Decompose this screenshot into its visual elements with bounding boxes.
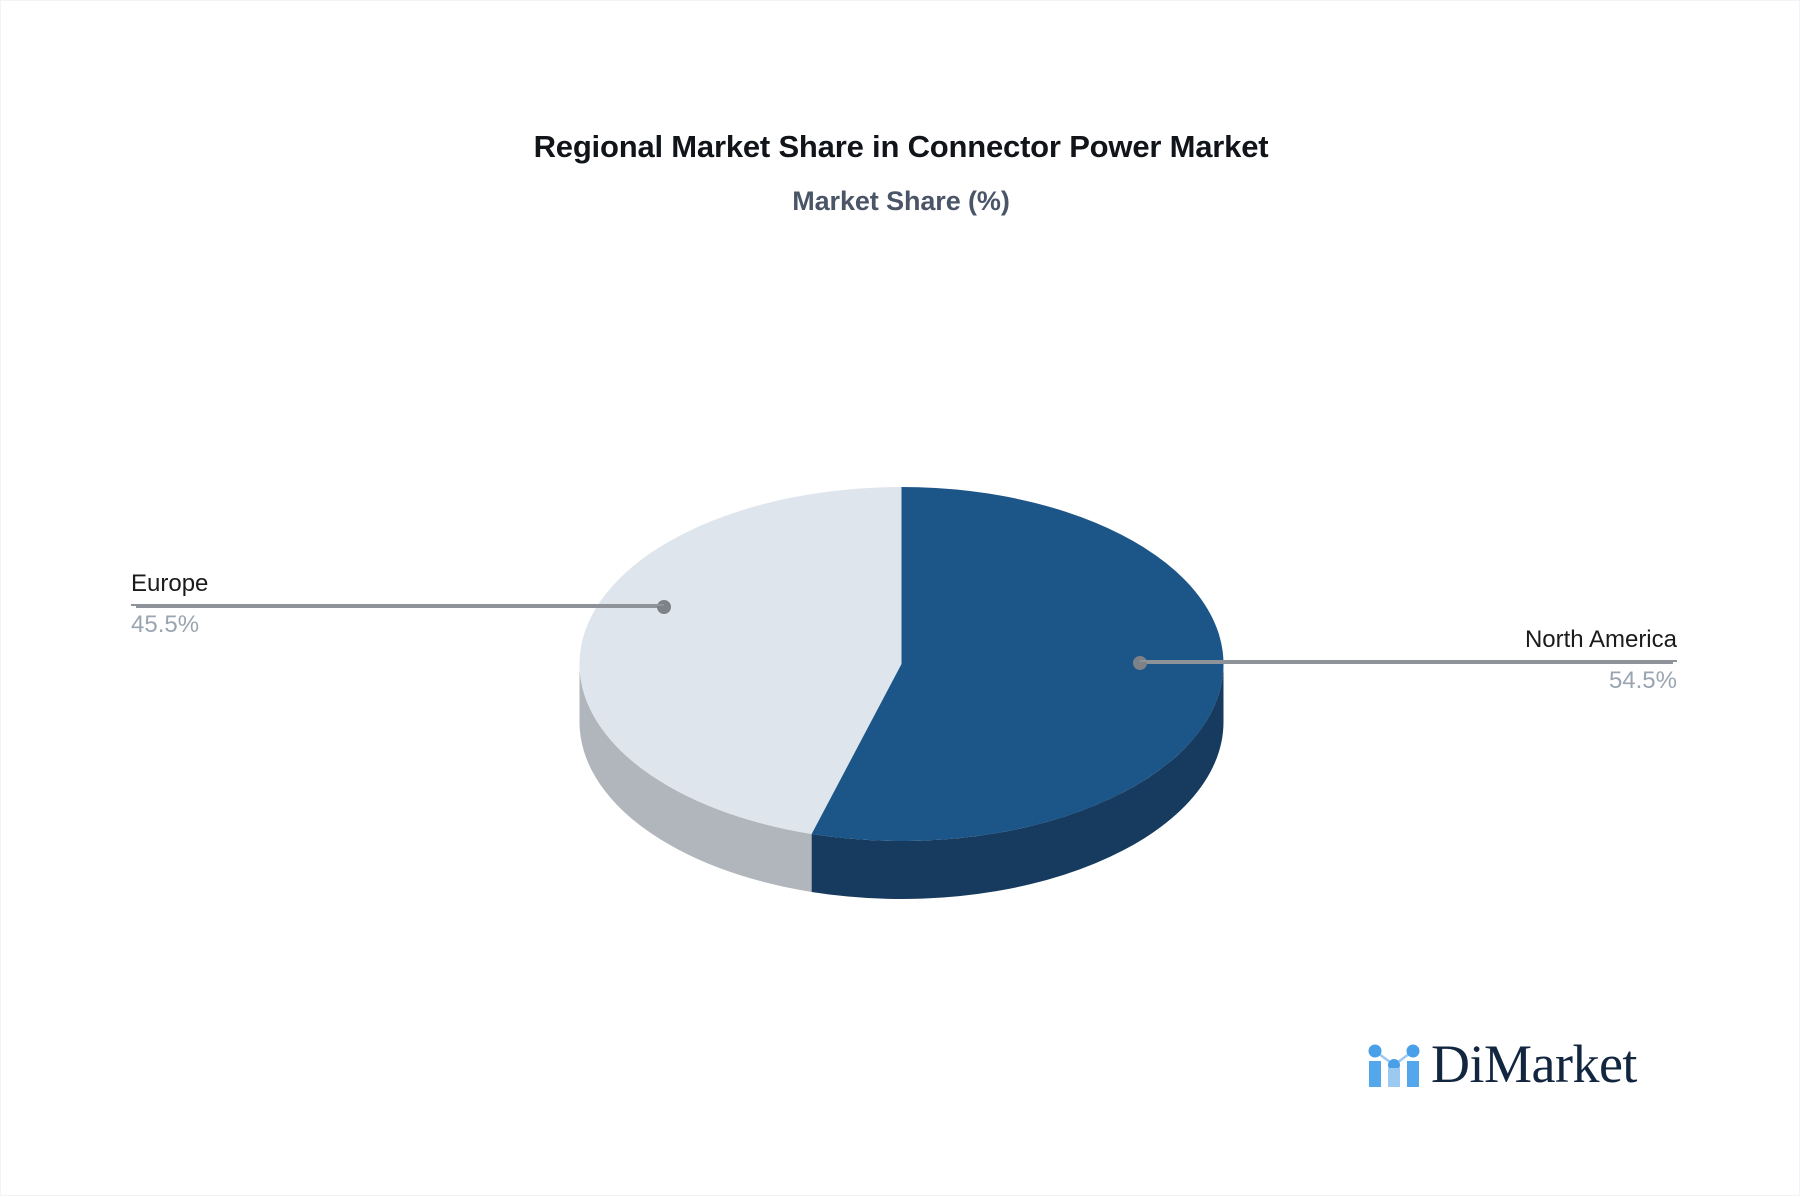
leader-line-europe	[136, 600, 671, 614]
pie-slice-side-europe	[579, 664, 812, 892]
chart-title: Regional Market Share in Connector Power…	[533, 129, 1269, 164]
pie-slice-side-north-america	[811, 664, 1224, 899]
pie-slice-top-europe	[579, 487, 902, 834]
pie-label-north-america-name: North America	[1524, 626, 1677, 653]
leader-line-north-america	[1133, 656, 1673, 670]
pie-label-europe: Europe 45.5%	[131, 569, 664, 640]
dimarket-logo-text: DiMarket	[1431, 1034, 1637, 1094]
pie-label-europe-percent: 45.5%	[131, 611, 200, 638]
dimarket-logo: DiMarket	[1367, 1037, 1637, 1091]
pie-slice-top-north-america	[811, 487, 1224, 841]
pie-label-north-america: North America 54.5%	[1140, 625, 1677, 696]
bar-chart-icon	[1368, 1044, 1420, 1087]
chart-subtitle: Market Share (%)	[792, 186, 1010, 216]
pie-label-north-america-rule	[1140, 660, 1677, 662]
leader-dot-europe	[657, 600, 671, 614]
leader-dot-north-america	[1133, 656, 1147, 670]
pie-label-europe-rule	[131, 604, 664, 606]
pie-label-north-america-percent: 54.5%	[1608, 667, 1677, 694]
pie-label-europe-name: Europe	[131, 570, 209, 597]
